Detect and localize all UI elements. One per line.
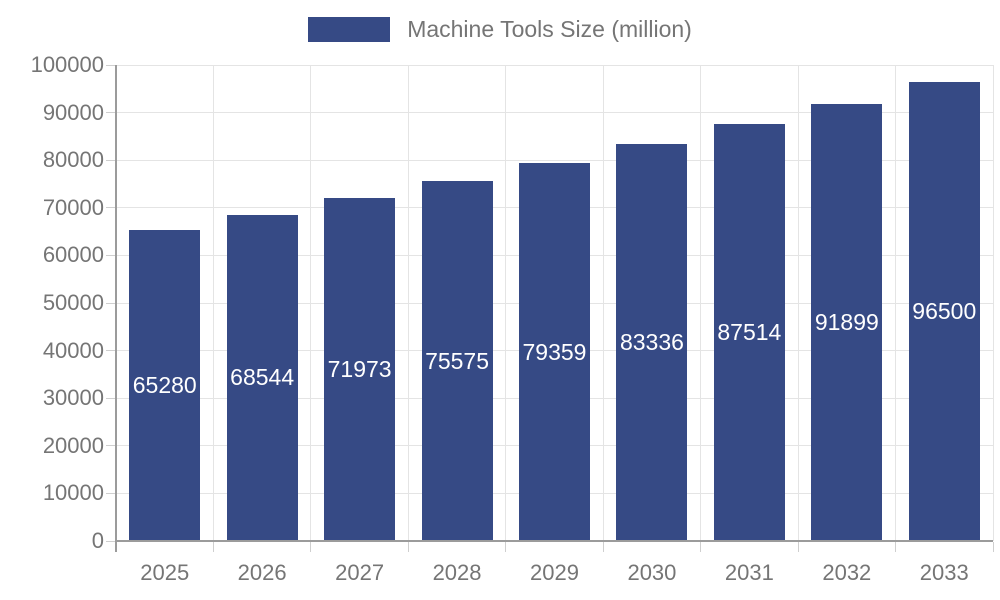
x-axis-tick <box>992 542 994 552</box>
x-gridline <box>992 65 994 541</box>
bar-value-label: 71973 <box>327 356 392 383</box>
y-gridline <box>116 159 993 161</box>
bar: 75575 <box>421 181 493 541</box>
y-gridline <box>116 112 993 114</box>
y-axis-line <box>115 65 117 552</box>
x-axis-tick-label: 2029 <box>530 560 579 585</box>
y-axis-tick <box>106 350 116 352</box>
legend-label: Machine Tools Size (million) <box>407 16 692 42</box>
x-axis-tick <box>310 542 312 552</box>
bar-value-label: 79359 <box>522 338 587 365</box>
y-axis-tick <box>106 397 116 399</box>
bar-value-label: 87514 <box>717 319 782 346</box>
x-gridline <box>895 65 897 541</box>
y-axis-tick <box>106 254 116 256</box>
y-axis-tick <box>106 159 116 161</box>
x-axis-tick <box>505 542 507 552</box>
x-axis-tick <box>700 542 702 552</box>
y-axis-tick <box>106 445 116 447</box>
y-axis-tick <box>106 207 116 209</box>
y-axis-tick <box>106 302 116 304</box>
x-axis-tick-label: 2026 <box>237 560 287 585</box>
x-axis-tick <box>797 542 799 552</box>
bar-value-label: 75575 <box>425 347 490 374</box>
x-axis-tick-label: 2031 <box>724 560 774 585</box>
y-axis-tick-label: 30000 <box>42 385 104 411</box>
y-axis-tick <box>106 540 116 542</box>
x-axis-tick-label: 2030 <box>627 560 677 585</box>
x-gridline <box>505 65 507 541</box>
bar: 91899 <box>811 103 883 541</box>
y-axis-tick <box>106 64 116 66</box>
x-axis-tick <box>212 542 214 552</box>
chart-legend: Machine Tools Size (million) <box>0 16 1000 43</box>
x-gridline <box>700 65 702 541</box>
y-axis-tick <box>106 112 116 114</box>
bar-value-label: 83336 <box>619 329 684 356</box>
x-axis-tick-label: 2025 <box>140 560 190 585</box>
bar-value-label: 96500 <box>912 297 977 324</box>
y-axis-tick-label: 20000 <box>42 432 104 458</box>
y-axis-tick-label: 70000 <box>42 194 104 220</box>
x-gridline <box>212 65 214 541</box>
x-gridline <box>602 65 604 541</box>
y-axis-tick-label: 100000 <box>30 52 104 77</box>
x-axis-tick <box>602 542 604 552</box>
y-axis-tick-label: 90000 <box>42 99 104 125</box>
y-axis-tick-label: 10000 <box>42 480 104 506</box>
bar: 83336 <box>616 144 688 541</box>
x-gridline <box>310 65 312 541</box>
legend-swatch <box>308 17 391 42</box>
bar: 96500 <box>908 81 980 541</box>
x-axis-tick-label: 2028 <box>432 560 482 585</box>
bar: 79359 <box>519 163 590 541</box>
bar: 87514 <box>713 124 785 541</box>
x-axis-tick-label: 2032 <box>822 560 872 585</box>
y-axis-tick-label: 50000 <box>42 290 104 315</box>
x-gridline <box>407 65 409 541</box>
y-axis-tick <box>106 492 116 494</box>
y-gridline <box>116 64 993 66</box>
bar-value-label: 65280 <box>132 372 197 399</box>
y-axis-tick-label: 40000 <box>42 337 104 363</box>
x-gridline <box>797 65 799 541</box>
bar-value-label: 91899 <box>814 308 879 335</box>
x-axis-tick-label: 2027 <box>335 560 385 585</box>
bar: 68544 <box>226 214 298 541</box>
y-axis-tick-label: 60000 <box>42 242 104 268</box>
x-axis-tick <box>895 542 897 552</box>
x-axis-line <box>115 540 993 542</box>
x-axis-tick-label: 2033 <box>919 560 969 585</box>
bar: 65280 <box>129 230 201 541</box>
y-axis-tick-label: 80000 <box>42 147 104 173</box>
x-axis-tick <box>407 542 409 552</box>
bar-value-label: 68544 <box>230 364 295 391</box>
bar: 71973 <box>324 198 396 541</box>
y-axis-tick-label: 0 <box>91 528 104 553</box>
